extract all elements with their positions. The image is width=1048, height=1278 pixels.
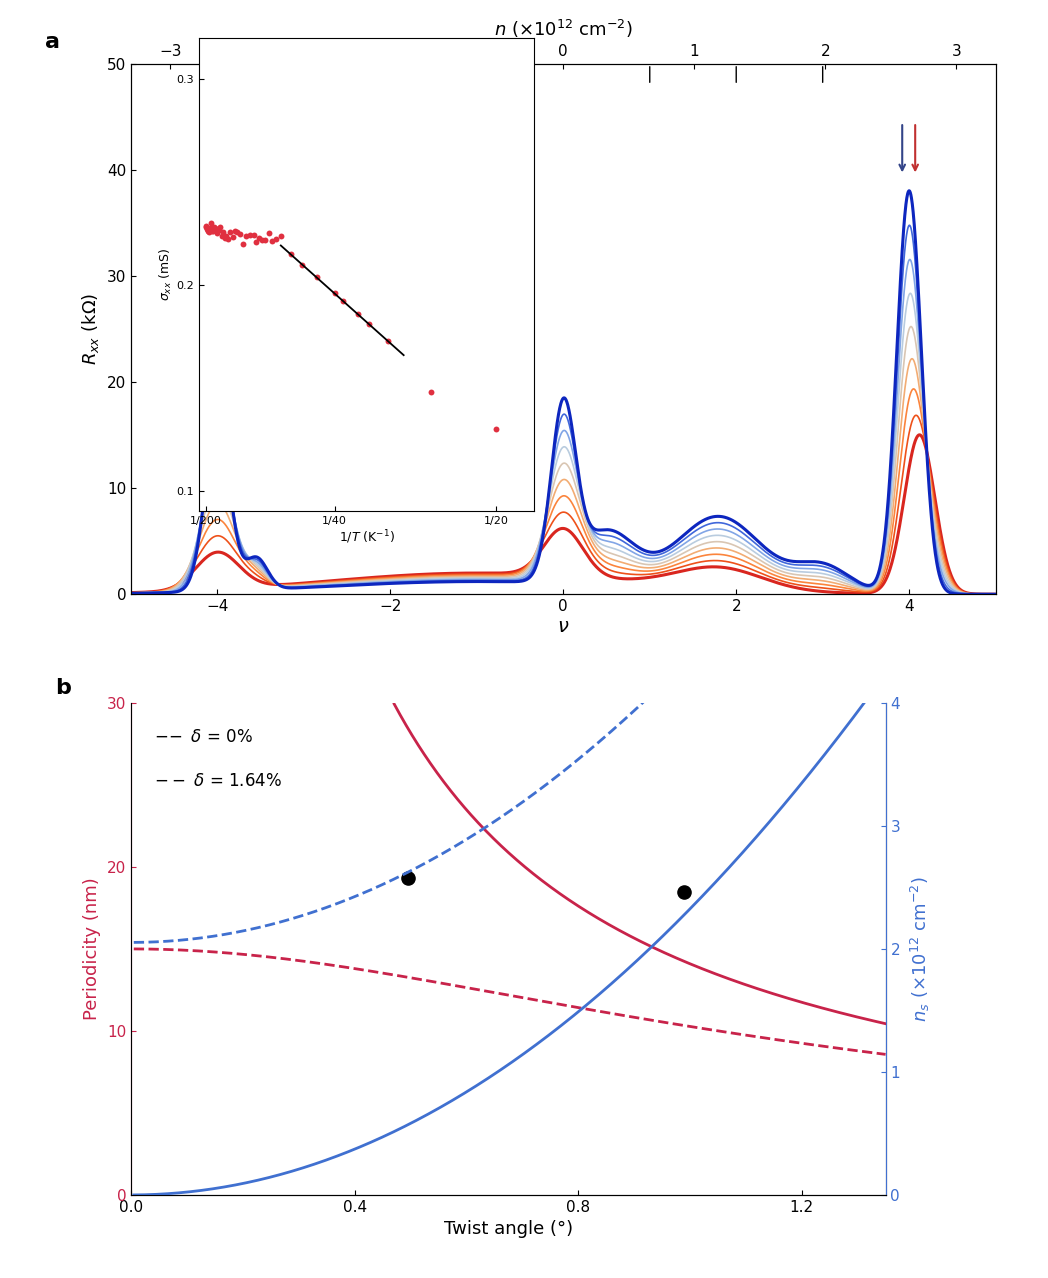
Point bbox=[245, 225, 262, 245]
Point bbox=[226, 221, 243, 242]
Point bbox=[676, 882, 693, 902]
Point bbox=[268, 229, 285, 249]
Point bbox=[212, 217, 228, 238]
Point bbox=[197, 217, 214, 238]
Text: a: a bbox=[45, 32, 60, 52]
Point bbox=[334, 291, 351, 312]
Point bbox=[400, 868, 417, 888]
Point bbox=[198, 216, 215, 236]
Point bbox=[423, 382, 440, 403]
Point bbox=[211, 220, 227, 240]
Point bbox=[247, 231, 264, 252]
Point bbox=[206, 217, 223, 238]
X-axis label: $\nu$: $\nu$ bbox=[558, 617, 569, 636]
Text: b: b bbox=[56, 679, 71, 698]
Point bbox=[199, 221, 216, 242]
Text: 5 K: 5 K bbox=[316, 497, 344, 515]
Point bbox=[205, 216, 222, 236]
X-axis label: $1/T$ (K$^{-1}$): $1/T$ (K$^{-1}$) bbox=[339, 529, 395, 547]
X-axis label: $n$ ($\times$10$^{12}$ cm$^{-2}$): $n$ ($\times$10$^{12}$ cm$^{-2}$) bbox=[494, 18, 633, 40]
Point bbox=[218, 226, 235, 247]
Point bbox=[202, 217, 219, 238]
Point bbox=[224, 226, 241, 247]
Point bbox=[272, 226, 289, 247]
Text: $--$ $\delta$ = 1.64%: $--$ $\delta$ = 1.64% bbox=[154, 772, 282, 790]
Point bbox=[202, 212, 219, 233]
Point bbox=[215, 222, 232, 243]
Point bbox=[235, 234, 252, 254]
Point bbox=[230, 221, 246, 242]
Text: $-\!-$ $\delta$ = 0%: $-\!-$ $\delta$ = 0% bbox=[154, 727, 253, 745]
Point bbox=[204, 221, 221, 242]
Point bbox=[349, 304, 366, 325]
Point bbox=[222, 222, 239, 243]
Point bbox=[487, 419, 504, 440]
Point bbox=[361, 314, 377, 335]
Y-axis label: Periodicity (nm): Periodicity (nm) bbox=[83, 878, 102, 1020]
Point bbox=[308, 267, 325, 288]
Point bbox=[232, 224, 248, 244]
Point bbox=[260, 222, 277, 243]
Point bbox=[198, 219, 215, 239]
Point bbox=[200, 220, 217, 240]
Y-axis label: $\sigma_{xx}$ (mS): $\sigma_{xx}$ (mS) bbox=[157, 248, 174, 302]
Point bbox=[220, 229, 237, 249]
Point bbox=[282, 244, 299, 265]
Y-axis label: $n_s$ ($\times$10$^{12}$ cm$^{-2}$): $n_s$ ($\times$10$^{12}$ cm$^{-2}$) bbox=[909, 875, 932, 1022]
Point bbox=[201, 222, 218, 243]
Point bbox=[213, 225, 230, 245]
X-axis label: Twist angle (°): Twist angle (°) bbox=[443, 1220, 573, 1238]
Point bbox=[293, 254, 310, 275]
Point bbox=[264, 231, 281, 252]
Point bbox=[242, 225, 259, 245]
Text: 80 K: 80 K bbox=[316, 452, 354, 472]
Y-axis label: $R_{xx}$ (k$\Omega$): $R_{xx}$ (k$\Omega$) bbox=[81, 293, 102, 366]
Point bbox=[254, 230, 270, 250]
Point bbox=[216, 229, 233, 249]
Point bbox=[250, 227, 267, 248]
Point bbox=[238, 226, 255, 247]
Point bbox=[208, 219, 224, 239]
Point bbox=[203, 220, 220, 240]
Point bbox=[209, 222, 225, 243]
Point bbox=[326, 284, 343, 304]
Point bbox=[380, 331, 397, 351]
Point bbox=[257, 230, 274, 250]
